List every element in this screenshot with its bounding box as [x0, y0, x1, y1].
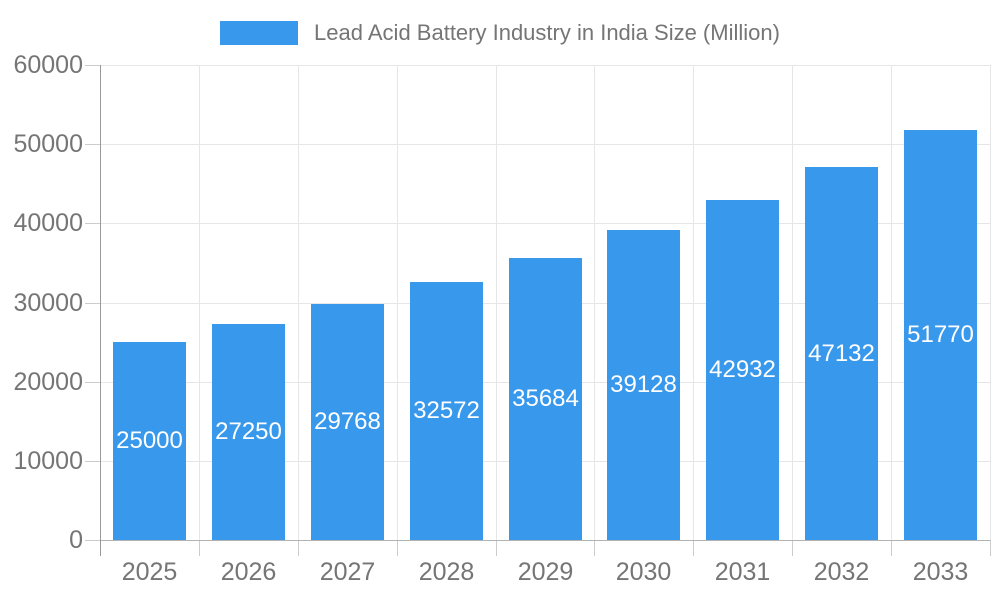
bar[interactable]: 42932: [706, 200, 779, 540]
x-axis-tick: [891, 540, 892, 556]
gridline-vertical: [594, 65, 595, 540]
x-axis-label: 2026: [220, 558, 277, 586]
plot-area: 0 10000 20000 30000 40000 50000 60000 25000 2725…: [13, 53, 991, 585]
bar-value-label: 25000: [116, 427, 183, 454]
y-axis-label: 40000: [13, 209, 83, 237]
x-axis-tick: [594, 540, 595, 556]
gridline-vertical: [891, 65, 892, 540]
bar-value-label: 32572: [413, 397, 480, 424]
x-axis-tick: [199, 540, 200, 556]
gridline-vertical: [199, 65, 200, 540]
bar[interactable]: 25000: [113, 342, 186, 540]
y-axis-tick: [85, 382, 100, 383]
x-axis-baseline: [100, 540, 990, 541]
legend-swatch: [220, 21, 299, 45]
bar[interactable]: 39128: [607, 230, 680, 540]
y-axis-label: 10000: [13, 447, 83, 475]
bar[interactable]: 51770: [904, 130, 977, 540]
y-axis-line: [100, 65, 101, 556]
bar-value-label: 29768: [314, 408, 381, 435]
gridline-horizontal: [100, 65, 990, 66]
legend-item[interactable]: Lead Acid Battery Industry in India Size…: [0, 20, 1000, 46]
gridline-vertical: [792, 65, 793, 540]
bar[interactable]: 32572: [410, 282, 483, 540]
gridline-vertical: [496, 65, 497, 540]
y-axis-label: 50000: [13, 130, 83, 158]
x-axis-label: 2025: [121, 558, 178, 586]
x-axis-label: 2033: [912, 558, 969, 586]
x-axis-label: 2031: [714, 558, 771, 586]
x-axis-label: 2030: [615, 558, 672, 586]
bar-value-label: 47132: [808, 339, 875, 367]
y-axis-label: 20000: [13, 368, 83, 396]
x-axis-tick: [990, 540, 991, 556]
bar-value-label: 51770: [907, 321, 974, 348]
bar[interactable]: 47132: [805, 167, 878, 540]
bar[interactable]: 35684: [509, 258, 582, 540]
x-axis-tick: [397, 540, 398, 556]
gridline-horizontal: [100, 223, 990, 224]
y-axis-tick: [85, 144, 100, 145]
y-axis-tick: [85, 65, 100, 66]
x-axis-tick: [792, 540, 793, 556]
gridline-vertical: [298, 65, 299, 540]
x-axis-label: 2029: [517, 558, 574, 586]
y-axis-label: 60000: [13, 51, 83, 79]
bar[interactable]: 29768: [311, 304, 384, 540]
gridline-vertical: [693, 65, 694, 540]
x-axis-label: 2032: [813, 558, 870, 586]
x-axis-label: 2028: [418, 558, 475, 586]
legend-label: Lead Acid Battery Industry in India Size…: [314, 20, 780, 45]
bar-value-label: 27250: [215, 418, 282, 445]
bar-value-label: 42932: [709, 356, 776, 383]
y-axis-label: 30000: [13, 289, 83, 317]
gridline-vertical: [397, 65, 398, 540]
gridline-horizontal: [100, 144, 990, 145]
y-axis-tick: [85, 303, 100, 304]
bar[interactable]: 27250: [212, 324, 285, 540]
x-axis-tick: [693, 540, 694, 556]
x-axis-label: 2027: [319, 558, 376, 586]
x-axis-tick: [496, 540, 497, 556]
y-axis-tick: [85, 461, 100, 462]
y-axis-tick: [85, 223, 100, 224]
y-axis-tick: [85, 540, 100, 541]
x-axis-tick: [298, 540, 299, 556]
bar-value-label: 35684: [512, 385, 579, 412]
y-axis-label: 0: [69, 526, 83, 554]
gridline-vertical: [990, 65, 991, 540]
bar-value-label: 39128: [610, 371, 677, 398]
